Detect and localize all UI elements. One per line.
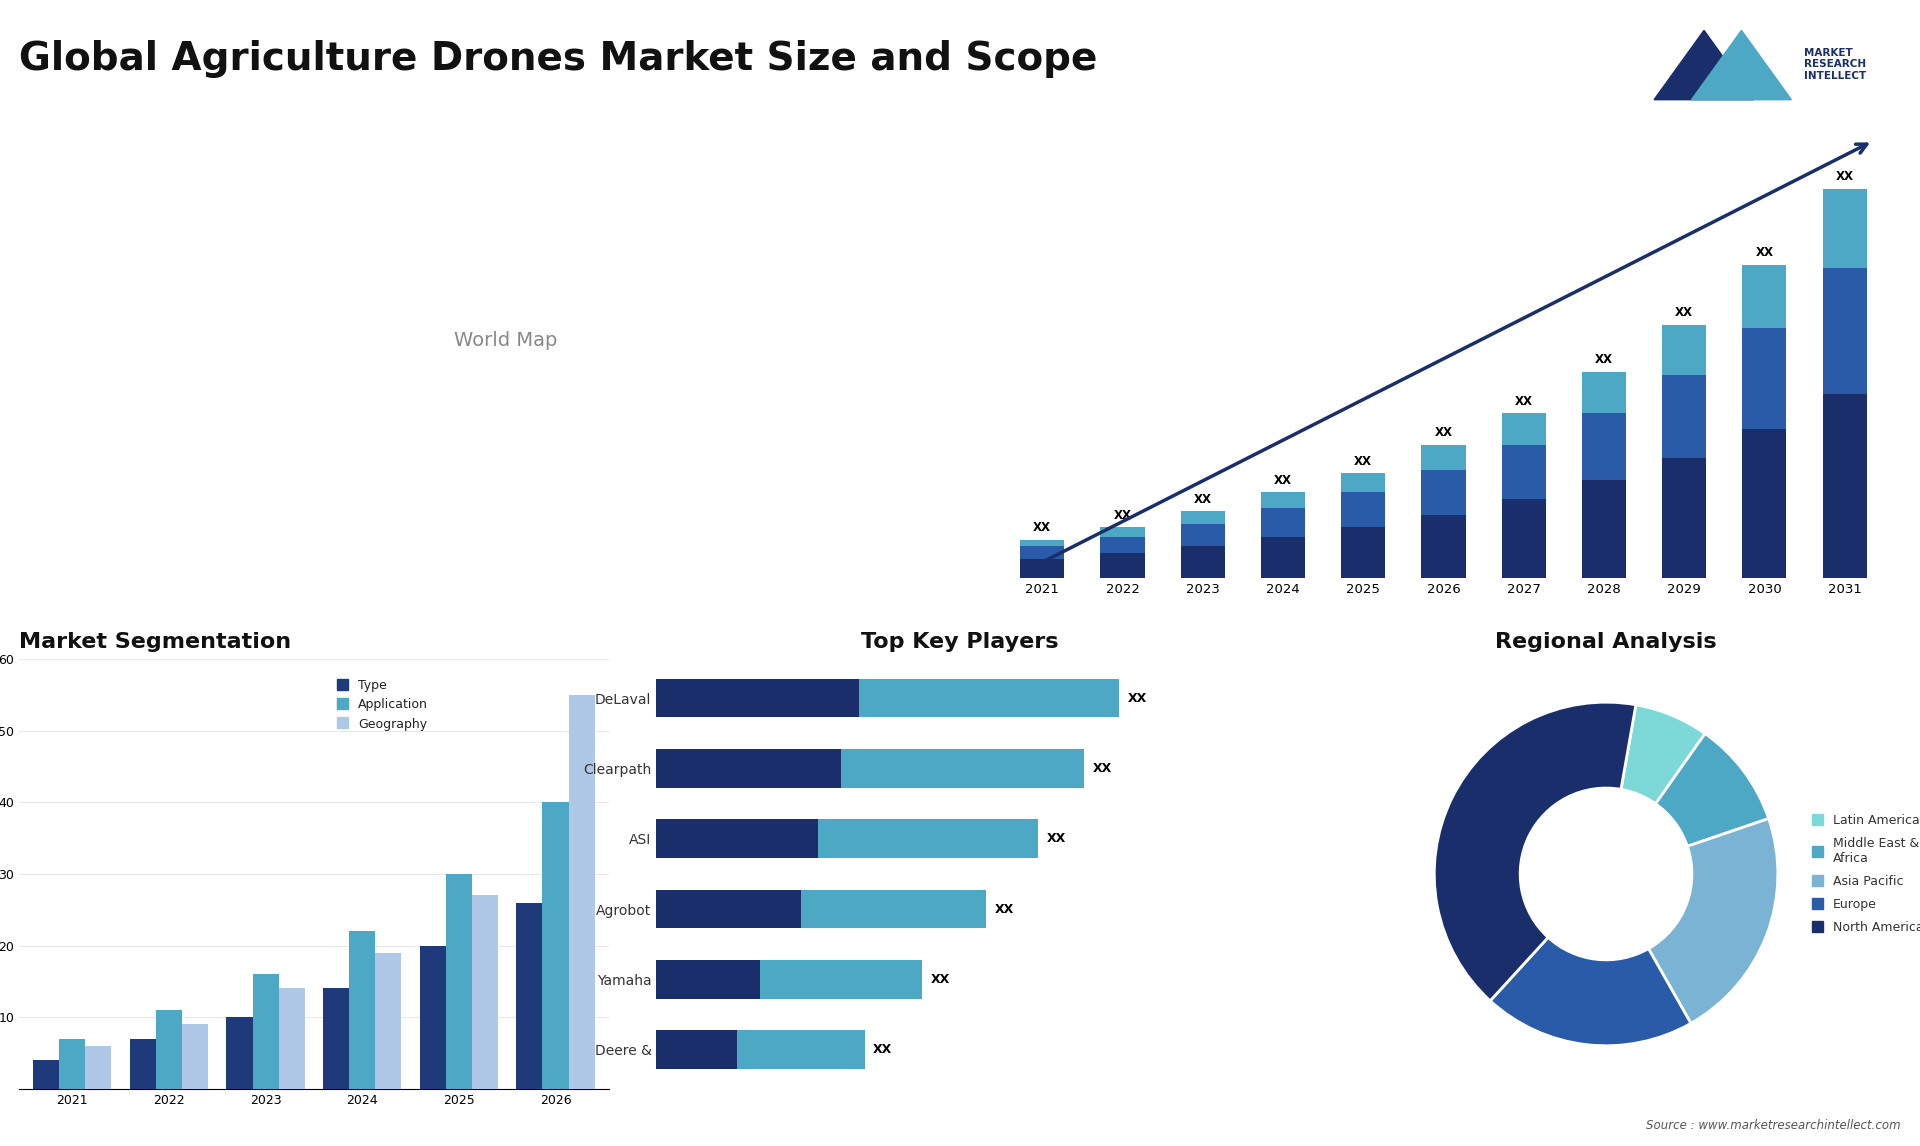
Bar [543, 802, 568, 1089]
Bar [1822, 394, 1866, 578]
Text: XX: XX [995, 903, 1014, 916]
Bar [818, 819, 1039, 858]
Bar [1421, 515, 1465, 578]
Text: XX: XX [1046, 832, 1066, 846]
Text: XX: XX [1127, 691, 1146, 705]
Bar [84, 1046, 111, 1089]
Bar [1261, 493, 1306, 508]
Bar [1501, 499, 1546, 578]
Bar [1741, 429, 1786, 578]
Bar [60, 1038, 84, 1089]
Text: XX: XX [1092, 762, 1112, 775]
Bar [568, 694, 595, 1089]
Wedge shape [1655, 733, 1768, 846]
Wedge shape [1620, 705, 1705, 803]
Bar [472, 895, 497, 1089]
Bar [227, 1018, 253, 1089]
Bar [1181, 524, 1225, 547]
Text: XX: XX [1596, 353, 1613, 367]
Bar [278, 989, 305, 1089]
Text: XX: XX [1275, 473, 1292, 487]
Bar [1582, 372, 1626, 414]
Legend: Latin America, Middle East &
Africa, Asia Pacific, Europe, North America: Latin America, Middle East & Africa, Asi… [1805, 808, 1920, 940]
Bar [657, 960, 760, 999]
Title: Top Key Players: Top Key Players [862, 633, 1058, 652]
Bar [156, 1010, 182, 1089]
Text: XX: XX [1114, 509, 1131, 521]
Bar [1663, 457, 1707, 578]
Bar [801, 889, 987, 928]
Bar [1342, 493, 1384, 527]
Bar [131, 1038, 156, 1089]
Bar [420, 945, 445, 1089]
Bar [1342, 473, 1384, 493]
Text: XX: XX [1515, 394, 1532, 408]
Bar [1421, 445, 1465, 470]
Bar [657, 819, 818, 858]
Text: XX: XX [1194, 493, 1212, 505]
Bar [657, 749, 841, 787]
Bar [374, 952, 401, 1089]
Text: XX: XX [1434, 426, 1452, 439]
Bar [1663, 375, 1707, 457]
Bar [349, 932, 374, 1089]
Bar [657, 1030, 737, 1069]
Bar [1582, 414, 1626, 480]
Bar [1261, 536, 1306, 578]
Bar [1100, 527, 1144, 536]
Bar [1342, 527, 1384, 578]
Text: XX: XX [874, 1043, 893, 1057]
Bar [1020, 547, 1064, 559]
Polygon shape [1653, 31, 1755, 100]
Text: XX: XX [1033, 521, 1052, 534]
Bar [1100, 536, 1144, 552]
Text: Source : www.marketresearchintellect.com: Source : www.marketresearchintellect.com [1645, 1120, 1901, 1132]
Bar [445, 874, 472, 1089]
Bar [657, 678, 858, 717]
Wedge shape [1434, 702, 1636, 1000]
Wedge shape [1490, 937, 1692, 1046]
Bar [737, 1030, 864, 1069]
Text: Global Agriculture Drones Market Size and Scope: Global Agriculture Drones Market Size an… [19, 40, 1098, 78]
Text: XX: XX [1674, 306, 1693, 319]
Text: MARKET
RESEARCH
INTELLECT: MARKET RESEARCH INTELLECT [1803, 48, 1866, 81]
Bar [1421, 470, 1465, 515]
Bar [1261, 508, 1306, 536]
Bar [1663, 324, 1707, 375]
Bar [1020, 559, 1064, 578]
Bar [1181, 547, 1225, 578]
Bar [1582, 480, 1626, 578]
Bar [253, 974, 278, 1089]
Bar [33, 1060, 60, 1089]
Polygon shape [1692, 31, 1791, 100]
Bar [841, 749, 1085, 787]
Text: World Map: World Map [455, 331, 557, 350]
Bar [323, 989, 349, 1089]
Bar [858, 678, 1119, 717]
Text: XX: XX [1755, 246, 1774, 259]
Bar [1741, 265, 1786, 328]
Bar [1741, 328, 1786, 429]
Title: Regional Analysis: Regional Analysis [1496, 633, 1716, 652]
Bar [1501, 445, 1546, 499]
Wedge shape [1649, 818, 1778, 1023]
Text: XX: XX [1836, 170, 1853, 183]
Text: XX: XX [1354, 455, 1373, 468]
Bar [516, 903, 543, 1089]
Bar [657, 889, 801, 928]
Text: Market Segmentation: Market Segmentation [19, 633, 292, 652]
Bar [1020, 540, 1064, 547]
Bar [1181, 511, 1225, 524]
Bar [1501, 414, 1546, 445]
Legend: Type, Application, Geography: Type, Application, Geography [332, 674, 434, 736]
Bar [182, 1025, 207, 1089]
Bar [760, 960, 922, 999]
Bar [1100, 552, 1144, 578]
Text: XX: XX [931, 973, 950, 986]
Bar [1822, 268, 1866, 394]
Bar [1822, 189, 1866, 268]
